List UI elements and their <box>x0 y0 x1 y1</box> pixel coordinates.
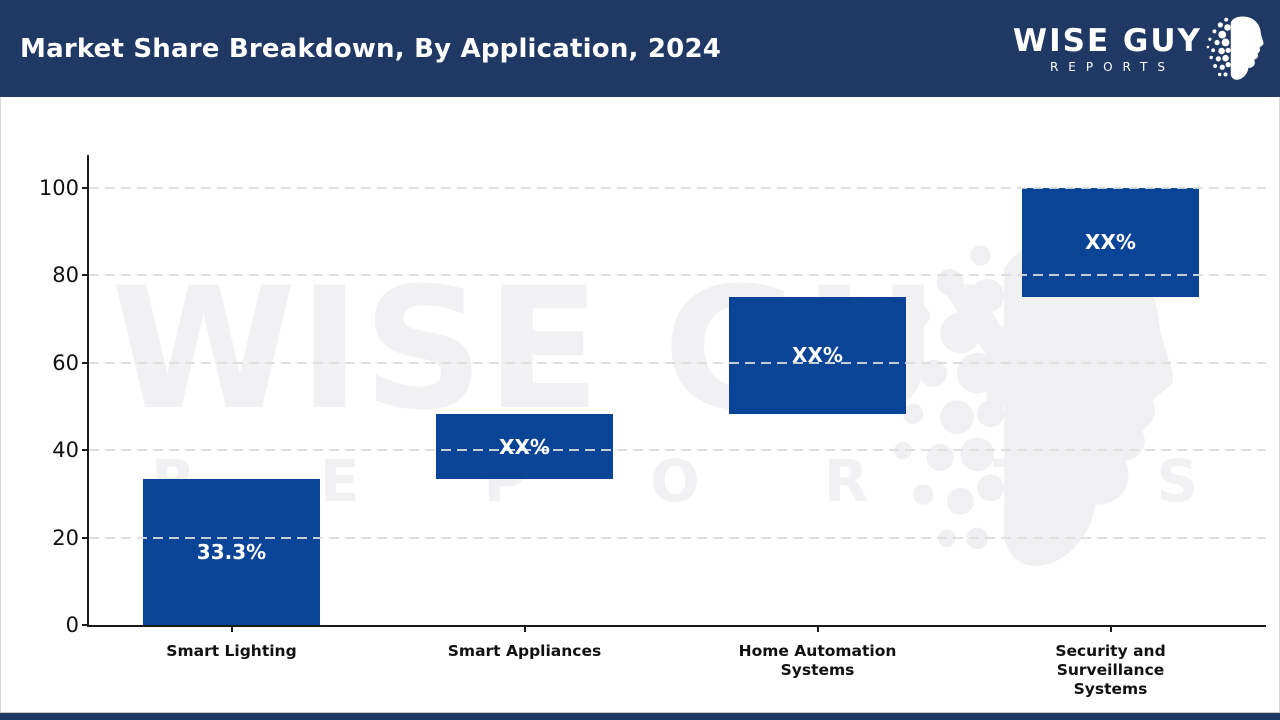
footer-bar <box>0 713 1280 720</box>
x-category-label-line: Smart Lighting <box>166 642 297 660</box>
y-tick-mark <box>82 274 89 276</box>
gridline <box>89 536 1266 539</box>
bar-segment <box>1022 187 1199 297</box>
x-category-label-line: Systems <box>780 661 855 679</box>
chart-area: WISE GUY R E P O R T S 0 20 40 60 80 100 33.3%… <box>0 97 1280 713</box>
x-category-label: Home Automation Systems <box>739 642 897 680</box>
y-tick-label: 20 <box>52 525 79 550</box>
gridline <box>89 186 1266 189</box>
brand-logo-text: WISE GUY REPORTS <box>1013 24 1202 74</box>
head-profile-dots-icon <box>1206 16 1264 80</box>
y-tick-label: 0 <box>65 613 79 637</box>
x-axis-line <box>87 625 1266 627</box>
gridline <box>89 449 1266 451</box>
x-tick-mark <box>523 625 526 632</box>
x-category-label-line: Smart Appliances <box>447 642 602 660</box>
y-tick-mark <box>82 186 89 189</box>
x-tick-mark <box>230 625 233 632</box>
x-tick-mark <box>816 625 819 632</box>
y-tick-mark <box>82 624 89 626</box>
y-tick-label: 100 <box>38 175 79 200</box>
y-axis-line <box>87 155 89 627</box>
x-tick-mark <box>1109 625 1112 632</box>
y-tick-mark <box>82 361 89 364</box>
x-category-label: Smart Appliances <box>448 642 601 661</box>
bar-segment <box>143 479 320 625</box>
bar-value-label: 33.3% <box>196 540 267 565</box>
brand-subname: REPORTS <box>1049 60 1175 74</box>
x-category-label: Security and Surveillance Systems <box>1055 642 1165 699</box>
page-title: Market Share Breakdown, By Application, … <box>20 33 722 64</box>
bar-value-label: XX% <box>792 343 843 368</box>
x-category-label: Smart Lighting <box>166 642 296 661</box>
brand-logo: WISE GUY REPORTS <box>1013 8 1266 90</box>
bar-value-label: XX% <box>499 434 550 459</box>
bar-value-label: XX% <box>1085 230 1136 255</box>
y-tick-mark <box>82 536 89 539</box>
brand-name: WISE GUY <box>1012 23 1202 59</box>
gridline <box>89 274 1266 276</box>
y-tick-label: 80 <box>52 263 79 287</box>
x-category-label-line: Home Automation <box>738 642 897 660</box>
bar-segment <box>436 413 613 480</box>
gridline <box>89 361 1266 364</box>
y-tick-label: 40 <box>52 438 79 462</box>
x-category-label-line: Security and <box>1055 642 1166 660</box>
y-tick-label: 60 <box>52 350 79 375</box>
watermark-head-profile-dots <box>879 239 1174 566</box>
header: Market Share Breakdown, By Application, … <box>0 0 1280 97</box>
x-category-label-line: Surveillance <box>1056 661 1165 679</box>
bar-segment <box>729 296 906 414</box>
y-tick-mark <box>82 449 89 451</box>
x-category-label-line: Systems <box>1073 680 1148 698</box>
